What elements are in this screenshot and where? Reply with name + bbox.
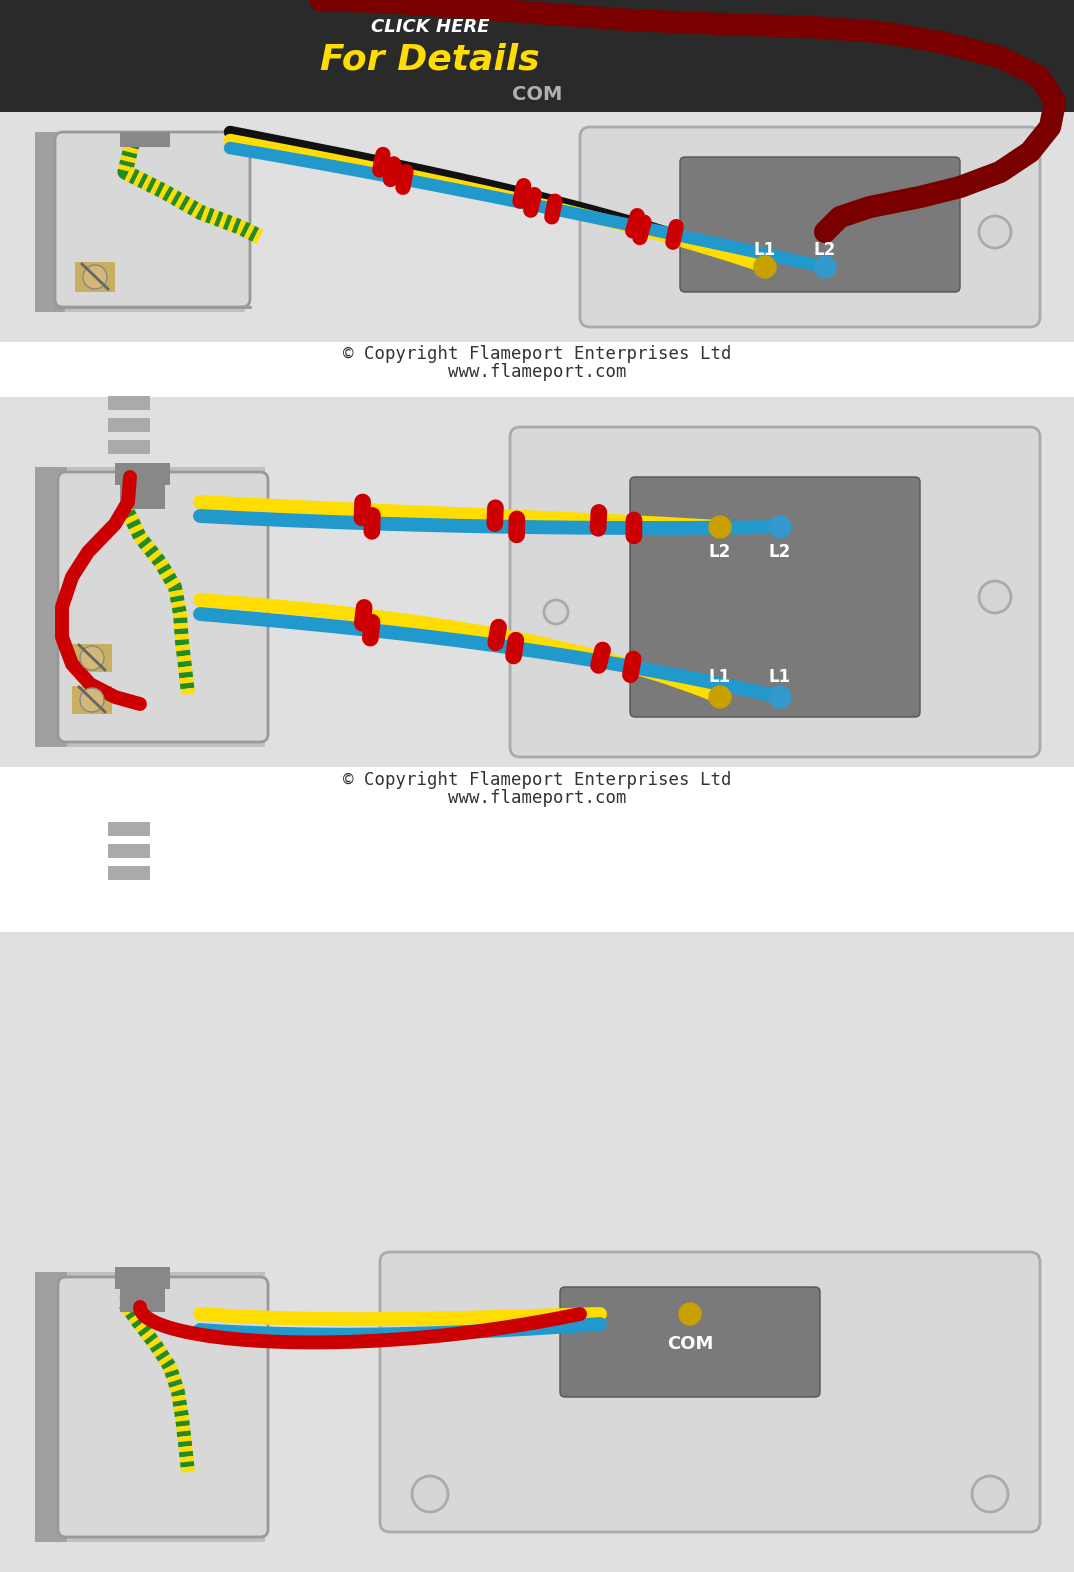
Bar [108,396,150,410]
Bar [35,467,265,747]
Text: L1: L1 [754,241,777,259]
Bar [115,1267,170,1289]
Bar [0,0,1074,112]
FancyBboxPatch shape [560,1287,821,1398]
Bar [108,822,150,836]
FancyBboxPatch shape [510,428,1040,758]
Circle shape [79,646,104,670]
Text: L1: L1 [769,668,792,685]
Circle shape [545,601,568,624]
Text: © Copyright Flameport Enterprises Ltd: © Copyright Flameport Enterprises Ltd [343,770,731,789]
Bar [120,479,165,509]
Circle shape [79,689,104,712]
Bar [35,132,245,311]
Bar [108,440,150,454]
Text: L1: L1 [709,668,731,685]
Bar [72,685,112,714]
Circle shape [769,685,790,707]
Circle shape [972,1476,1008,1512]
Bar [108,844,150,858]
Bar [35,1272,265,1542]
Bar [108,866,150,880]
Bar [0,932,1074,1572]
Circle shape [769,516,790,538]
Circle shape [412,1476,448,1512]
FancyBboxPatch shape [630,476,920,717]
Circle shape [814,256,836,278]
Text: CLICK HERE: CLICK HERE [371,17,490,36]
FancyBboxPatch shape [680,157,960,292]
Circle shape [754,256,777,278]
Circle shape [83,266,107,289]
Bar [75,263,115,292]
FancyBboxPatch shape [58,472,268,742]
Text: www.flameport.com: www.flameport.com [448,789,626,806]
Bar [35,1272,67,1542]
Circle shape [709,685,731,707]
FancyBboxPatch shape [58,1276,268,1537]
FancyBboxPatch shape [55,132,250,307]
Bar [115,464,170,486]
Bar [0,112,1074,343]
Circle shape [679,1303,701,1325]
Bar [0,398,1074,767]
Bar [35,467,67,747]
Text: L2: L2 [709,542,731,561]
Bar [120,1283,165,1313]
Bar [120,132,170,148]
Circle shape [709,516,731,538]
Bar [108,418,150,432]
Text: © Copyright Flameport Enterprises Ltd: © Copyright Flameport Enterprises Ltd [343,344,731,363]
Circle shape [979,215,1011,248]
Text: L2: L2 [769,542,792,561]
FancyBboxPatch shape [380,1251,1040,1533]
Bar [35,132,66,311]
Bar [72,645,112,671]
Text: COM: COM [512,85,562,104]
Text: For Details: For Details [320,42,540,77]
Text: COM: COM [667,1335,713,1353]
Text: L2: L2 [814,241,837,259]
Text: www.flameport.com: www.flameport.com [448,363,626,380]
FancyBboxPatch shape [580,127,1040,327]
Circle shape [979,582,1011,613]
